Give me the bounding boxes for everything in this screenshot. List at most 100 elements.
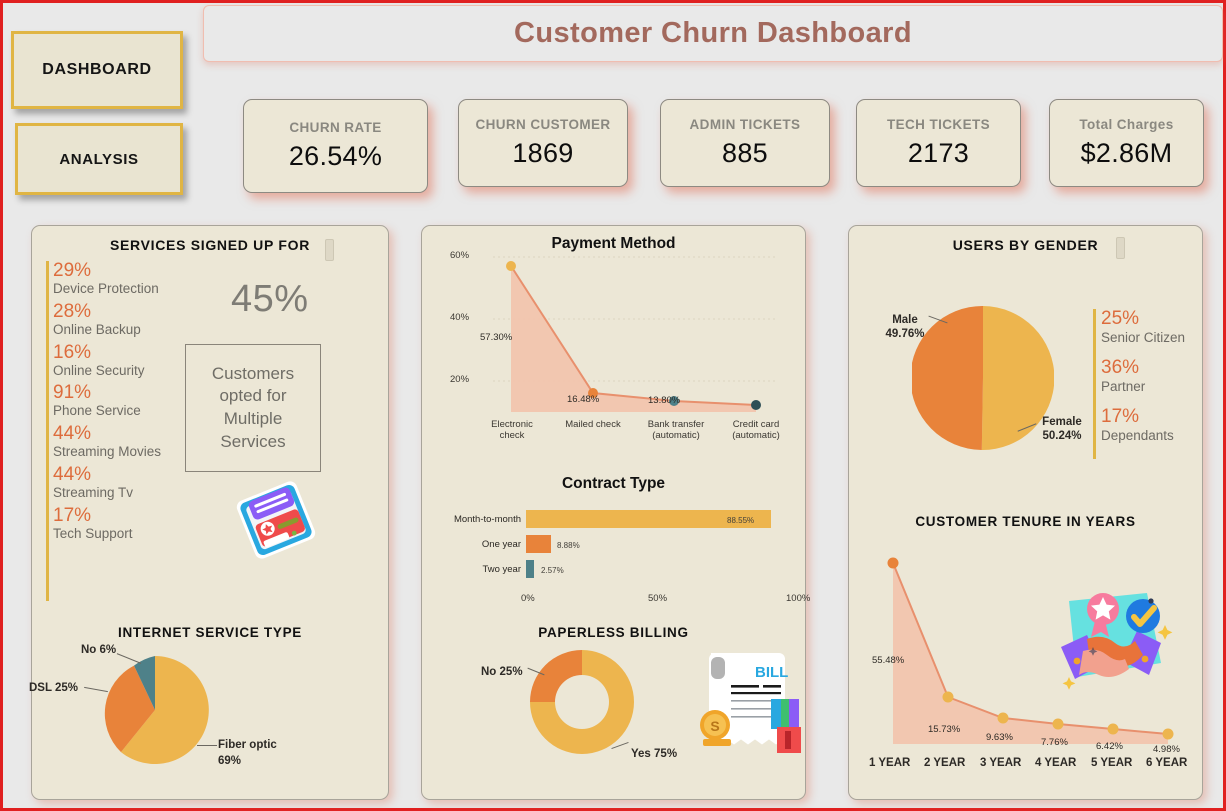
tenure-xtick-4: 5 YEAR bbox=[1091, 757, 1133, 769]
multiple-services-callout: Customers opted for Multiple Services bbox=[185, 344, 321, 472]
contract-bar-one-year[interactable] bbox=[526, 535, 551, 553]
kpi-card-churn-customer[interactable]: CHURN CUSTOMER 1869 bbox=[458, 99, 628, 187]
contract-value-0: 88.55% bbox=[727, 516, 755, 525]
contract-value-1: 8.88% bbox=[557, 541, 580, 550]
contract-label-1: One year bbox=[481, 539, 521, 550]
services-panel: SERVICES SIGNED UP FOR bbox=[31, 225, 389, 800]
tenure-xtick-2: 3 YEAR bbox=[980, 757, 1022, 769]
internet-label-fiber-value: 69% bbox=[218, 755, 242, 767]
services-panel-slicer[interactable] bbox=[325, 239, 334, 261]
nav-button-dashboard[interactable]: DASHBOARD bbox=[11, 31, 183, 109]
customer-tenure-line bbox=[892, 562, 1169, 735]
contract-xtick-0: 0% bbox=[521, 593, 535, 604]
nav-button-analysis[interactable]: ANALYSIS bbox=[15, 123, 183, 195]
payment-xtick-2: Bank transfer (automatic) bbox=[647, 419, 705, 441]
tenure-xtick-1: 2 YEAR bbox=[924, 757, 966, 769]
internet-service-pie-chart bbox=[104, 656, 209, 764]
internet-label-fiber: Fiber optic bbox=[218, 739, 277, 751]
services-list: 29% Device Protection 28% Online Backup … bbox=[45, 261, 205, 547]
kpi-card-tech-tickets[interactable]: TECH TICKETS 2173 bbox=[856, 99, 1021, 187]
customer-tenure-point-1 bbox=[942, 691, 954, 703]
kpi-card-admin-tickets[interactable]: ADMIN TICKETS 885 bbox=[660, 99, 830, 187]
multiple-services-callout-text: Customers opted for Multiple Services bbox=[211, 363, 295, 451]
nav-button-analysis-label: ANALYSIS bbox=[59, 150, 139, 168]
payment-xtick-3: Credit card (automatic) bbox=[732, 419, 780, 441]
kpi-label: CHURN CUSTOMER bbox=[475, 117, 611, 132]
payment-xtick-1: Mailed check bbox=[565, 419, 621, 430]
services-accent-bar bbox=[46, 261, 49, 601]
gender-label-male-value: 49.76% bbox=[885, 328, 925, 341]
kpi-value: 2173 bbox=[907, 138, 970, 168]
kpi-value: 26.54% bbox=[288, 141, 383, 171]
payment-method-point-2 bbox=[669, 396, 679, 406]
tenure-xtick-0: 1 YEAR bbox=[869, 757, 911, 769]
gender-panel-slicer[interactable] bbox=[1116, 237, 1125, 259]
svg-text:BILL: BILL bbox=[755, 664, 788, 681]
payment-value-2: 13.80% bbox=[648, 395, 681, 406]
gender-stat-percent: 36% bbox=[1101, 357, 1140, 378]
list-item: 44% Streaming Movies bbox=[45, 424, 205, 461]
payment-ytick-20: 20% bbox=[450, 374, 470, 385]
list-item: 44% Streaming Tv bbox=[45, 465, 205, 502]
kpi-card-total-charges[interactable]: Total Charges $2.86M bbox=[1049, 99, 1204, 187]
gender-stat-percent: 17% bbox=[1101, 406, 1140, 427]
membership-card-icon bbox=[236, 481, 316, 559]
kpi-value: 1869 bbox=[512, 138, 574, 168]
internet-label-no: No 6% bbox=[81, 644, 117, 656]
dashboard-title-card: Customer Churn Dashboard bbox=[203, 5, 1223, 62]
kpi-label: ADMIN TICKETS bbox=[689, 117, 801, 132]
page-title: Customer Churn Dashboard bbox=[514, 17, 912, 49]
kpi-card-churn-rate[interactable]: CHURN RATE 26.54% bbox=[243, 99, 428, 193]
kpi-label: CHURN RATE bbox=[289, 120, 382, 135]
donut-hole bbox=[555, 675, 609, 729]
contract-xtick-1: 50% bbox=[648, 593, 668, 604]
contract-label-2: Two year bbox=[482, 564, 521, 575]
gender-stat-label: Senior Citizen bbox=[1101, 329, 1186, 345]
kpi-label: Total Charges bbox=[1079, 117, 1174, 132]
nav-button-dashboard-label: DASHBOARD bbox=[42, 61, 152, 78]
gender-stat-label: Partner bbox=[1101, 378, 1146, 394]
payment-value-0: 57.30% bbox=[480, 332, 513, 343]
list-item: 29% Device Protection bbox=[45, 261, 205, 298]
multiple-services-percent: 45% bbox=[231, 278, 309, 320]
customer-tenure-title: CUSTOMER TENURE IN YEARS bbox=[915, 514, 1136, 529]
list-item: 16% Online Security bbox=[45, 341, 205, 380]
service-percent: 17% bbox=[53, 504, 92, 526]
list-item: 28% Online Backup bbox=[45, 301, 205, 339]
service-label: Streaming Movies bbox=[53, 444, 162, 460]
kpi-value: 885 bbox=[722, 138, 768, 168]
payment-method-point-0 bbox=[506, 261, 516, 271]
payment-method-point-3 bbox=[751, 400, 761, 410]
leader-line-fiber bbox=[197, 745, 217, 746]
paperless-billing-donut-chart bbox=[530, 650, 634, 754]
tenure-value-0: 55.48% bbox=[872, 655, 905, 666]
contract-xtick-2: 100% bbox=[786, 593, 811, 604]
payment-value-1: 16.48% bbox=[567, 394, 600, 405]
gender-label-female-value: 50.24% bbox=[1042, 430, 1082, 443]
contract-bar-two-year[interactable] bbox=[526, 560, 534, 578]
contract-bar-month-to-month[interactable] bbox=[526, 510, 771, 528]
payment-method-chart bbox=[493, 256, 777, 412]
customer-tenure-point-4 bbox=[1107, 723, 1119, 735]
tenure-value-3: 7.76% bbox=[1041, 737, 1068, 748]
gender-label-female: Female 50.24% bbox=[1036, 415, 1088, 444]
tenure-xtick-5: 6 YEAR bbox=[1146, 757, 1188, 769]
tenure-value-5: 4.98% bbox=[1153, 744, 1180, 755]
tenure-value-4: 6.42% bbox=[1096, 741, 1123, 752]
gender-label-male: Male 49.76% bbox=[882, 313, 928, 342]
internet-service-title: INTERNET SERVICE TYPE bbox=[118, 625, 302, 640]
gender-stat-senior-citizen: 25% Senior Citizen bbox=[1101, 308, 1186, 347]
customer-tenure-point-5 bbox=[1162, 728, 1174, 740]
services-panel-title: SERVICES SIGNED UP FOR bbox=[109, 237, 311, 253]
customer-tenure-point-2 bbox=[997, 712, 1009, 724]
service-label: Tech Support bbox=[53, 525, 133, 541]
contract-value-2: 2.57% bbox=[541, 566, 564, 575]
payment-ytick-40: 40% bbox=[450, 312, 470, 323]
pie-slice-fiber-optic bbox=[121, 656, 209, 764]
service-percent: 44% bbox=[53, 423, 92, 445]
service-percent: 29% bbox=[53, 260, 92, 281]
customer-tenure-area bbox=[893, 563, 1168, 744]
users-by-gender-title: USERS BY GENDER bbox=[952, 237, 1099, 253]
contract-type-title: Contract Type bbox=[561, 475, 666, 492]
service-percent: 16% bbox=[53, 341, 92, 363]
